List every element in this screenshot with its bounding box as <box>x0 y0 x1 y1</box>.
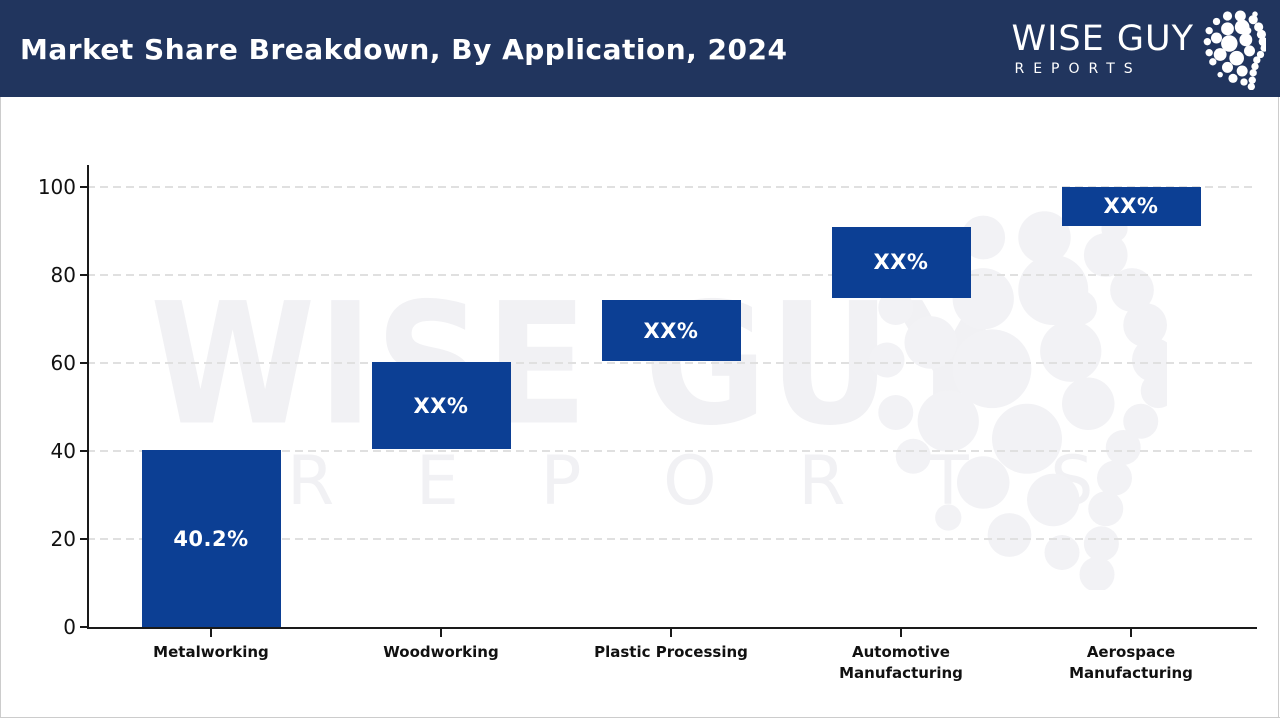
y-axis-tick <box>80 538 87 540</box>
header-bar: Market Share Breakdown, By Application, … <box>0 0 1280 97</box>
frame-border-right <box>1278 97 1279 718</box>
x-axis-tick <box>1130 629 1132 637</box>
frame-border-bottom <box>0 717 1280 718</box>
y-axis-tick-label: 40 <box>50 439 76 463</box>
y-axis-tick <box>80 450 87 452</box>
bar-value-label: 40.2% <box>173 526 249 551</box>
y-axis-tick <box>80 186 87 188</box>
gridline <box>87 186 1257 188</box>
x-axis-line <box>87 627 1257 629</box>
y-axis-tick <box>80 274 87 276</box>
x-axis-label-plastic-processing: Plastic Processing <box>594 643 748 661</box>
y-axis-tick-label: 20 <box>50 527 76 551</box>
bar-value-label: XX% <box>1103 194 1159 219</box>
y-axis-tick-label: 80 <box>50 263 76 287</box>
y-axis-tick-label: 60 <box>50 351 76 375</box>
plot-area: 0 20 40 60 80 100 40.2% XX% XX% XX% XX% Metalworkin… <box>0 97 1280 717</box>
y-axis-tick-label: 0 <box>63 615 76 639</box>
bar-automotive-manufacturing: XX% <box>831 226 971 298</box>
x-axis-tick <box>210 629 212 637</box>
dotted-head-logo-icon <box>1203 10 1266 90</box>
x-axis-tick <box>900 629 902 637</box>
watermark-wordmark: WISE GUY <box>150 268 1004 463</box>
gridline <box>87 450 1257 452</box>
wise-guy-reports-logo: WISE GUY REPORTS <box>1011 8 1266 90</box>
x-axis-label-automotive-manufacturing: Automotive Manufacturing <box>839 643 963 682</box>
bar-value-label: XX% <box>413 393 469 418</box>
y-axis-tick <box>80 626 87 628</box>
logo-subtitle: REPORTS <box>1014 60 1142 77</box>
chart-title: Market Share Breakdown, By Application, … <box>20 33 788 66</box>
gridline <box>87 274 1257 276</box>
x-axis-label-aerospace-manufacturing: Aerospace Manufacturing <box>1069 643 1193 682</box>
x-axis-tick <box>440 629 442 637</box>
frame-border-left <box>0 97 1 718</box>
x-axis-label-metalworking: Metalworking <box>153 643 269 661</box>
bar-aerospace-manufacturing: XX% <box>1061 187 1201 226</box>
y-axis-tick-label: 100 <box>37 175 76 199</box>
gridline <box>87 538 1257 540</box>
y-axis-line <box>87 165 89 627</box>
gridline <box>87 362 1257 364</box>
bar-woodworking: XX% <box>371 362 511 450</box>
x-axis-label-woodworking: Woodworking <box>383 643 499 661</box>
logo-text: WISE GUY REPORTS <box>1011 21 1194 77</box>
x-axis-tick <box>670 629 672 637</box>
bar-plastic-processing: XX% <box>601 300 741 362</box>
bar-metalworking: 40.2% <box>141 450 281 627</box>
bar-value-label: XX% <box>873 250 929 275</box>
logo-wordmark: WISE GUY <box>1011 19 1194 60</box>
bar-value-label: XX% <box>643 318 699 343</box>
y-axis-tick <box>80 362 87 364</box>
